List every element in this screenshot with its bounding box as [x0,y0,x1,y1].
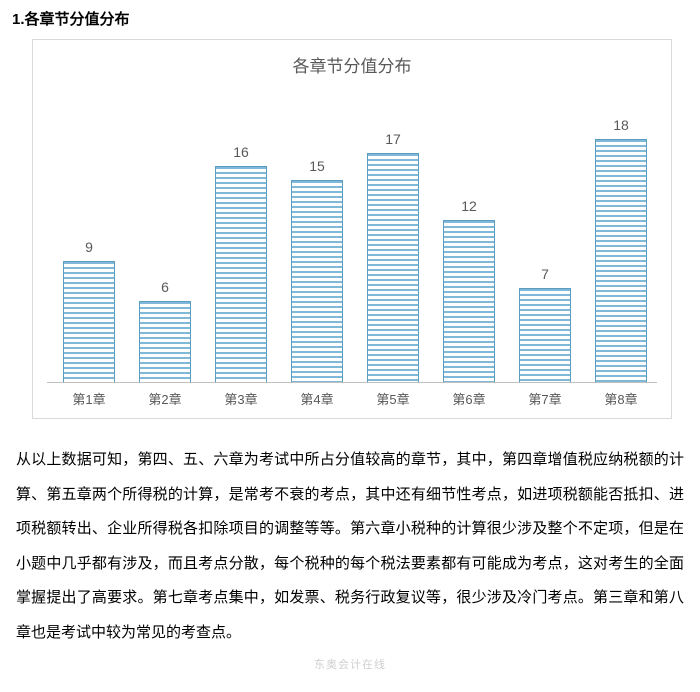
bar-value-label: 9 [63,239,115,255]
chart-bar: 7 [519,288,571,383]
bar-value-label: 6 [139,279,191,295]
x-axis-label: 第8章 [595,389,647,408]
bar-value-label: 12 [443,198,495,214]
bar-rect [291,180,343,383]
bar-rect [443,220,495,382]
bar-rect [595,139,647,382]
bar-rect [367,153,419,383]
chart-bar: 12 [443,220,495,382]
chart-container: 各章节分值分布 9616151712718 第1章第2章第3章第4章第5章第6章… [32,39,672,419]
footer-watermark: 东奥会计在线 [12,656,688,672]
chart-bar: 6 [139,301,191,382]
chart-plot-area: 9616151712718 [47,83,657,383]
chart-bar: 9 [63,261,115,383]
bar-value-label: 17 [367,131,419,147]
x-axis-label: 第2章 [139,389,191,408]
bar-value-label: 7 [519,266,571,282]
bar-rect [63,261,115,383]
bar-value-label: 15 [291,158,343,174]
chart-bar: 16 [215,166,267,382]
section-heading: 1.各章节分值分布 [12,8,688,29]
x-axis-label: 第4章 [291,389,343,408]
chart-bar: 15 [291,180,343,383]
bar-value-label: 18 [595,117,647,133]
x-axis-label: 第7章 [519,389,571,408]
chart-x-axis: 第1章 第2章 第3章 第4章 第5章 第6章 第7章 第8章 [47,383,657,411]
chart-bar: 17 [367,153,419,383]
chart-bar: 18 [595,139,647,382]
bar-value-label: 16 [215,144,267,160]
bar-rect [139,301,191,382]
paragraph-text: 从以上数据可知，第四、五、六章为考试中所占分值较高的章节，其中，第四章增值税应纳… [16,443,684,650]
x-axis-label: 第1章 [63,389,115,408]
x-axis-label: 第5章 [367,389,419,408]
bar-rect [519,288,571,383]
bar-rect [215,166,267,382]
analysis-paragraph: 从以上数据可知，第四、五、六章为考试中所占分值较高的章节，其中，第四章增值税应纳… [12,443,688,650]
x-axis-label: 第3章 [215,389,267,408]
chart-title: 各章节分值分布 [47,52,657,77]
x-axis-label: 第6章 [443,389,495,408]
